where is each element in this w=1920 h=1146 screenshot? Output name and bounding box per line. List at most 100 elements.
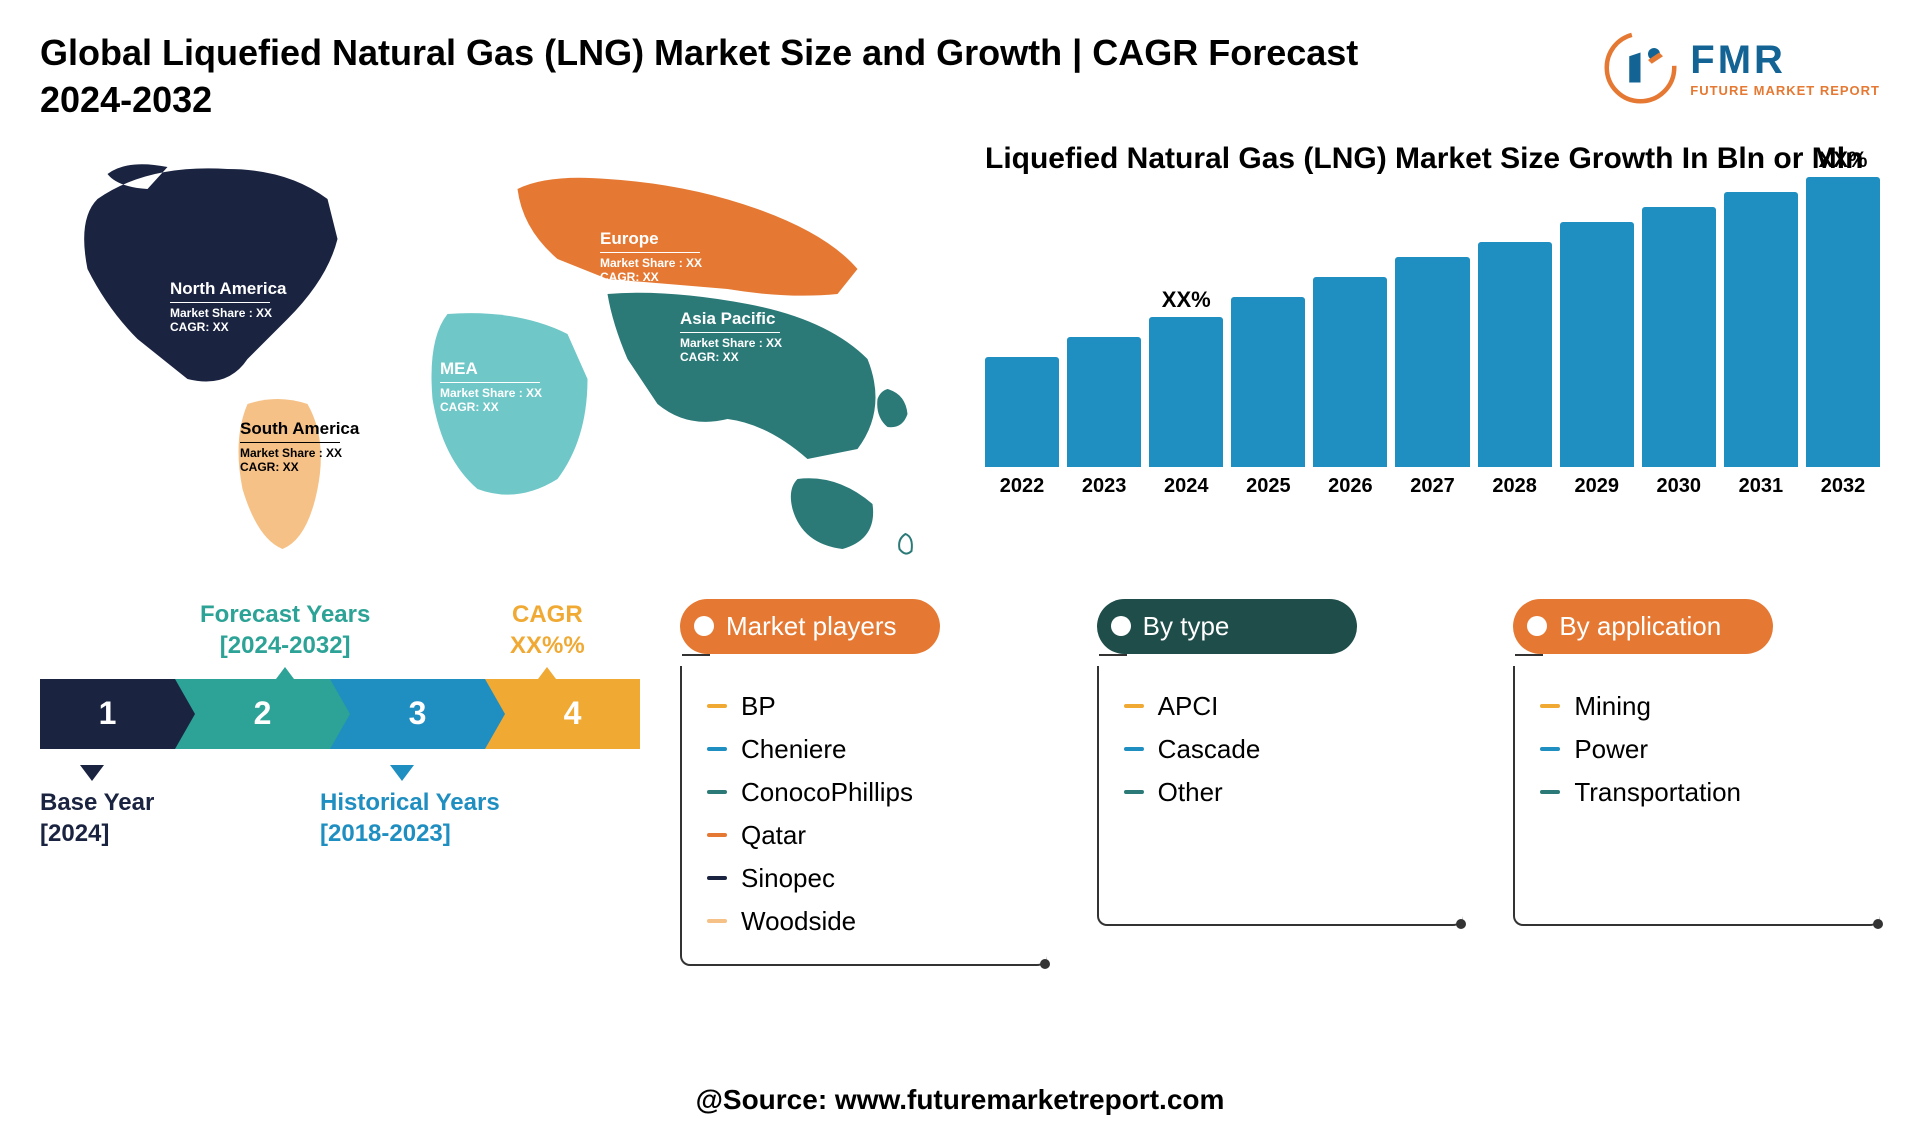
annot-cagr: CAGR XX%% [510, 599, 585, 689]
bar-column: XX%2024 [1149, 317, 1223, 498]
bar [1313, 277, 1387, 467]
tick-icon [707, 919, 727, 923]
bar [985, 357, 1059, 467]
segment-text: Cheniere [741, 734, 847, 765]
segment-title: By type [1143, 611, 1230, 642]
map-label-asia-pacific: Asia PacificMarket Share : XXCAGR: XX [680, 309, 782, 364]
tick-icon [1124, 747, 1144, 751]
annot-forecast: Forecast Years [2024-2032] [200, 599, 370, 689]
tick-icon [1540, 704, 1560, 708]
world-map: North AmericaMarket Share : XXCAGR: XX So… [40, 139, 935, 559]
chart-title: Liquefied Natural Gas (LNG) Market Size … [985, 139, 1880, 178]
bar-column: XX%2032 [1806, 177, 1880, 498]
segment-row: BP [707, 691, 1027, 722]
content-top: North AmericaMarket Share : XXCAGR: XX So… [40, 139, 1880, 559]
bar-label: 2030 [1657, 475, 1702, 498]
logo-text: FMR FUTURE MARKET REPORT [1690, 38, 1880, 98]
timeline-item-3: 3 [330, 679, 485, 749]
bar-label: 2028 [1492, 475, 1537, 498]
segment-row: Transportation [1540, 777, 1860, 808]
segment-text: BP [741, 691, 776, 722]
tick-icon [1124, 704, 1144, 708]
segment-row: Cheniere [707, 734, 1027, 765]
header: Global Liquefied Natural Gas (LNG) Marke… [40, 30, 1880, 124]
segment-text: Sinopec [741, 863, 835, 894]
bar [1231, 297, 1305, 467]
bar-label: 2032 [1821, 475, 1866, 498]
segment-text: ConocoPhillips [741, 777, 913, 808]
bar-label: 2029 [1574, 475, 1619, 498]
segment-row: Mining [1540, 691, 1860, 722]
logo-icon [1603, 30, 1678, 105]
logo-sub: FUTURE MARKET REPORT [1690, 83, 1880, 98]
bar-column: 2026 [1313, 277, 1387, 498]
segment-text: Other [1158, 777, 1223, 808]
bar-column: 2029 [1560, 222, 1634, 498]
bar-chart: 2022 2023 XX%20242025 2026 2027 2028 2029 2030 2… [985, 198, 1880, 498]
map-label-europe: EuropeMarket Share : XXCAGR: XX [600, 229, 702, 284]
segment-text: APCI [1158, 691, 1219, 722]
bar-column: 2023 [1067, 337, 1141, 498]
segment-text: Transportation [1574, 777, 1741, 808]
logo-main: FMR [1690, 38, 1880, 83]
segment-row: Sinopec [707, 863, 1027, 894]
logo: FMR FUTURE MARKET REPORT [1603, 30, 1880, 105]
dot-icon [1111, 616, 1131, 636]
segment-row: ConocoPhillips [707, 777, 1027, 808]
bar-column: 2028 [1478, 242, 1552, 498]
bar-column: 2031 [1724, 192, 1798, 498]
source-text: @Source: www.futuremarketreport.com [696, 1084, 1225, 1116]
bar-column: 2027 [1395, 257, 1469, 498]
segment-row: APCI [1124, 691, 1444, 722]
bar [1642, 207, 1716, 467]
bar-label: 2023 [1082, 475, 1127, 498]
bar-column: 2022 [985, 357, 1059, 498]
bar [1724, 192, 1798, 467]
segment-header: By application [1513, 599, 1773, 654]
segment-body: MiningPowerTransportation [1513, 666, 1880, 926]
segment-market-players: Market players BP Cheniere ConocoPhillips Qa… [680, 599, 1047, 966]
tick-icon [707, 790, 727, 794]
bar-label: 2027 [1410, 475, 1455, 498]
bar-label: 2031 [1739, 475, 1784, 498]
timeline-item-4: 4 [485, 679, 640, 749]
segment-row: Qatar [707, 820, 1027, 851]
segment-title: Market players [726, 611, 897, 642]
bar-column: 2030 [1642, 207, 1716, 498]
page-title: Global Liquefied Natural Gas (LNG) Marke… [40, 30, 1390, 124]
map-label-south-america: South AmericaMarket Share : XXCAGR: XX [240, 419, 359, 474]
tick-icon [707, 747, 727, 751]
tick-icon [1540, 790, 1560, 794]
segment-text: Cascade [1158, 734, 1261, 765]
segment-header: Market players [680, 599, 940, 654]
segment-row: Cascade [1124, 734, 1444, 765]
segment-row: Woodside [707, 906, 1027, 937]
bar-column: 2025 [1231, 297, 1305, 498]
timeline-section: Forecast Years [2024-2032] CAGR XX%% 1 2… [40, 599, 640, 966]
annot-historical: Historical Years [2018-2023] [320, 759, 500, 849]
bar [1806, 177, 1880, 467]
tick-icon [707, 704, 727, 708]
segment-body: APCI Cascade Other [1097, 666, 1464, 926]
map-svg [40, 139, 935, 559]
dot-icon [1527, 616, 1547, 636]
map-label-mea: MEAMarket Share : XXCAGR: XX [440, 359, 542, 414]
segment-row: Other [1124, 777, 1444, 808]
segment-by-application: By application MiningPowerTransportation [1513, 599, 1880, 966]
segment-text: Mining [1574, 691, 1651, 722]
segment-text: Woodside [741, 906, 856, 937]
bar-label: 2026 [1328, 475, 1373, 498]
bar [1395, 257, 1469, 467]
timeline-item-2: 2 [175, 679, 330, 749]
map-label-north-america: North AmericaMarket Share : XXCAGR: XX [170, 279, 287, 334]
bar-label: 2022 [1000, 475, 1045, 498]
tick-icon [1540, 747, 1560, 751]
tick-icon [707, 876, 727, 880]
dot-icon [694, 616, 714, 636]
segment-header: By type [1097, 599, 1357, 654]
bar [1560, 222, 1634, 467]
bar [1067, 337, 1141, 467]
timeline-bar: 1 2 3 4 [40, 679, 640, 749]
bar-label: 2024 [1164, 475, 1209, 498]
segment-by-type: By type APCI Cascade Other [1097, 599, 1464, 966]
